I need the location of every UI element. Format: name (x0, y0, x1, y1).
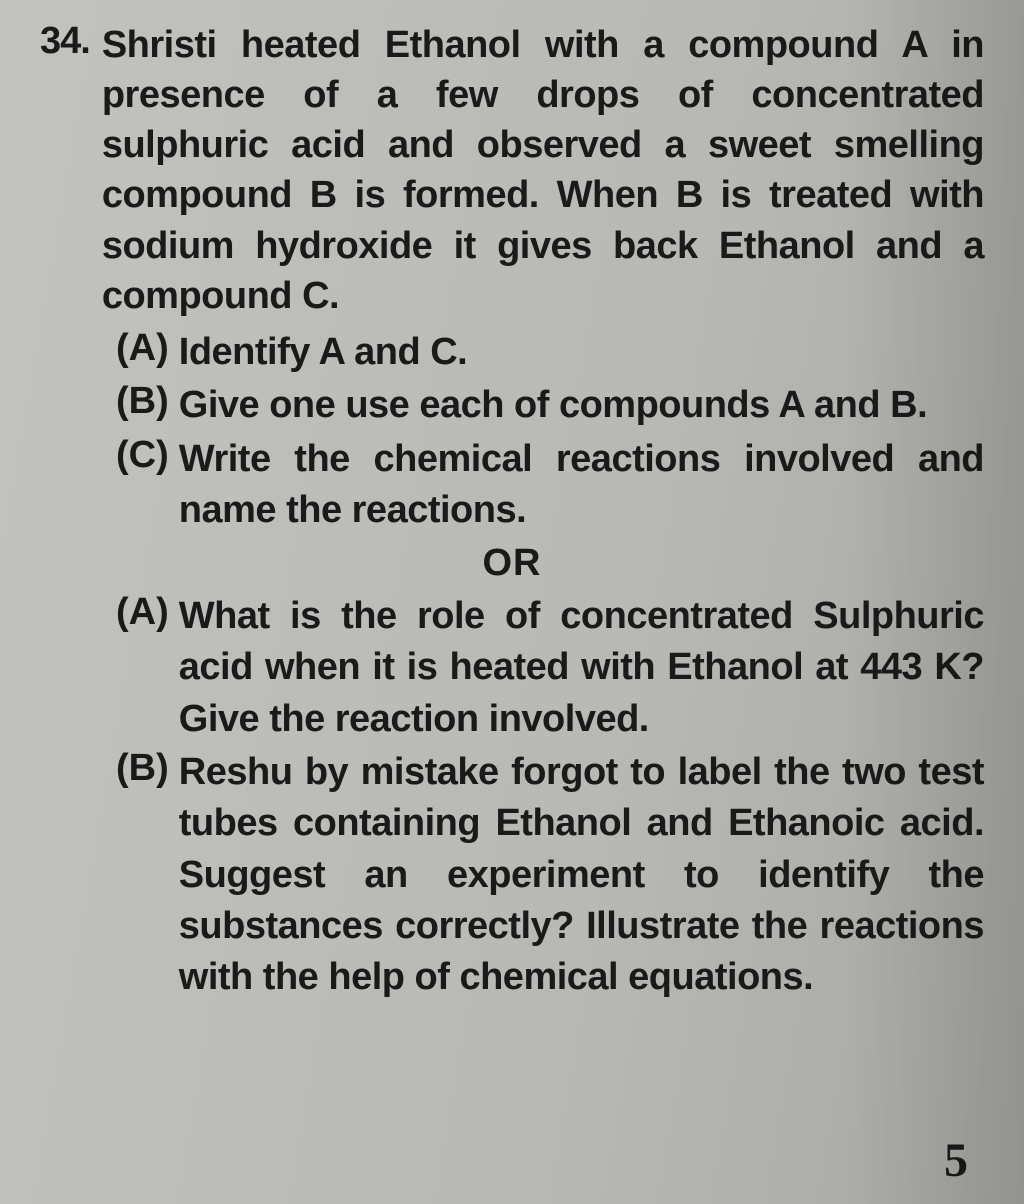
or-part-a: (A) What is the role of concentrated Sul… (116, 591, 984, 745)
part-c: (C) Write the chemical reactions involve… (116, 434, 984, 537)
part-label: (B) (116, 747, 169, 790)
exam-page: 34. Shristi heated Ethanol with a compou… (0, 0, 1024, 1204)
part-label: (A) (116, 591, 169, 634)
part-b: (B) Give one use each of compounds A and… (116, 380, 984, 431)
part-label: (C) (116, 434, 169, 477)
question-34: 34. Shristi heated Ethanol with a compou… (40, 20, 984, 321)
part-text: Identify A and C. (179, 327, 984, 378)
or-separator: OR (40, 542, 984, 585)
part-label: (A) (116, 327, 169, 370)
marks-value: 5 (944, 1133, 968, 1188)
part-a: (A) Identify A and C. (116, 327, 984, 378)
question-number: 34. (40, 20, 90, 63)
question-stem: Shristi heated Ethanol with a compound A… (102, 20, 984, 321)
part-text: Reshu by mistake forgot to label the two… (179, 747, 984, 1003)
or-part-b: (B) Reshu by mistake forgot to label the… (116, 747, 984, 1003)
part-label: (B) (116, 380, 169, 423)
part-text: Give one use each of compounds A and B. (179, 380, 984, 431)
part-text: Write the chemical reactions involved an… (179, 434, 984, 537)
part-text: What is the role of concentrated Sulphur… (179, 591, 984, 745)
